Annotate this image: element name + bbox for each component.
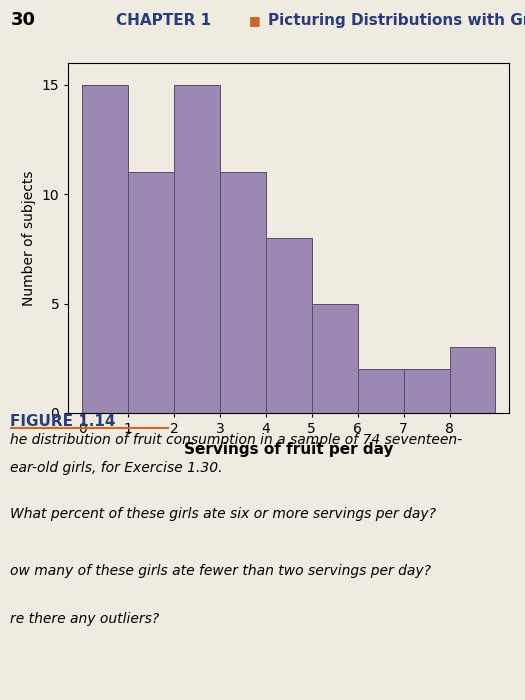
Bar (128, 172, 174, 413)
Text: CHAPTER 1: CHAPTER 1 (116, 13, 211, 28)
Text: ear-old girls, for Exercise 1.30.: ear-old girls, for Exercise 1.30. (10, 461, 223, 475)
Text: re there any outliers?: re there any outliers? (10, 612, 160, 626)
Bar (312, 304, 358, 413)
Bar (266, 238, 312, 413)
Bar (358, 370, 404, 413)
Text: What percent of these girls ate six or more servings per day?: What percent of these girls ate six or m… (10, 507, 436, 521)
Text: he distribution of fruit consumption in a sample of 74 seventeen-: he distribution of fruit consumption in … (10, 433, 463, 447)
Bar (220, 172, 266, 413)
Text: 30: 30 (10, 11, 36, 29)
Bar (404, 370, 449, 413)
Bar (82, 85, 128, 413)
Bar (174, 85, 220, 413)
Text: FIGURE 1.14: FIGURE 1.14 (10, 414, 116, 428)
Text: ow many of these girls ate fewer than two servings per day?: ow many of these girls ate fewer than tw… (10, 564, 432, 577)
Text: ■: ■ (249, 14, 261, 27)
X-axis label: Servings of fruit per day: Servings of fruit per day (184, 442, 394, 456)
Y-axis label: Number of subjects: Number of subjects (22, 170, 36, 306)
Bar (449, 347, 496, 413)
Text: Picturing Distributions with Grap: Picturing Distributions with Grap (268, 13, 525, 28)
